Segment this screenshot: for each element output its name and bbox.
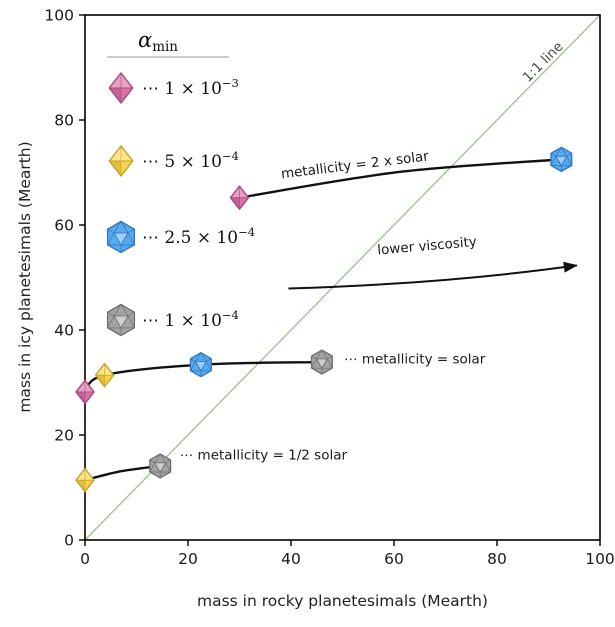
y-tick-label: 40 <box>54 322 74 340</box>
y-tick-label: 80 <box>54 112 74 130</box>
x-tick-label: 80 <box>487 550 507 568</box>
series-label: ⋯ metallicity = solar <box>344 352 486 368</box>
y-axis-title: mass in icy planetesimals (Mearth) <box>16 141 34 413</box>
die-marker-diamond <box>108 72 134 104</box>
y-tick-label: 60 <box>54 217 74 235</box>
y-tick-label: 0 <box>64 532 74 550</box>
die-marker-diamond <box>94 362 115 388</box>
die-marker-diamond <box>108 145 134 177</box>
x-tick-label: 60 <box>384 550 404 568</box>
arrowhead-icon <box>563 261 578 273</box>
die-marker-icosahedron <box>310 349 333 375</box>
die-marker-diamond <box>75 467 95 493</box>
legend-entry-label: ⋯ 1 × 10−3 <box>142 76 239 99</box>
plot-frame <box>84 14 601 541</box>
series-line <box>238 158 563 199</box>
reference-line-label: 1:1 line <box>520 39 567 86</box>
legend-entry-label: ⋯ 5 × 10−4 <box>142 149 239 172</box>
die-marker-icosahedron <box>189 351 212 378</box>
die-marker-diamond <box>75 379 95 405</box>
x-tick-label: 100 <box>585 550 615 568</box>
x-tick-label: 0 <box>80 550 90 568</box>
die-marker-icosahedron <box>106 220 136 254</box>
legend-entry-label: ⋯ 1 × 10−4 <box>142 308 239 331</box>
lower-viscosity-arrow <box>288 264 577 290</box>
x-axis-title: mass in rocky planetesimals (Mearth) <box>197 592 488 610</box>
die-marker-icosahedron <box>149 453 172 479</box>
series-line <box>83 360 324 394</box>
series-label: ⋯ metallicity = 1/2 solar <box>180 448 348 464</box>
die-marker-icosahedron <box>106 303 136 337</box>
x-tick-label: 20 <box>178 550 198 568</box>
annotation: lower viscosity <box>377 234 478 259</box>
legend: αmin ⋯ 1 × 10−3 ⋯ 5 × 10−4 ⋯ 2.5 × 10−4 ⋯ 1 … <box>107 28 255 331</box>
legend-entry-label: ⋯ 2.5 × 10−4 <box>142 225 255 248</box>
y-tick-label: 100 <box>44 7 74 25</box>
die-marker-icosahedron <box>550 146 573 173</box>
die-marker-diamond <box>229 185 250 210</box>
series-line <box>83 464 162 482</box>
x-tick-label: 40 <box>281 550 301 568</box>
y-tick-label: 20 <box>54 427 74 445</box>
reference-1to1-line <box>84 14 601 541</box>
legend-title: αmin <box>138 28 178 55</box>
